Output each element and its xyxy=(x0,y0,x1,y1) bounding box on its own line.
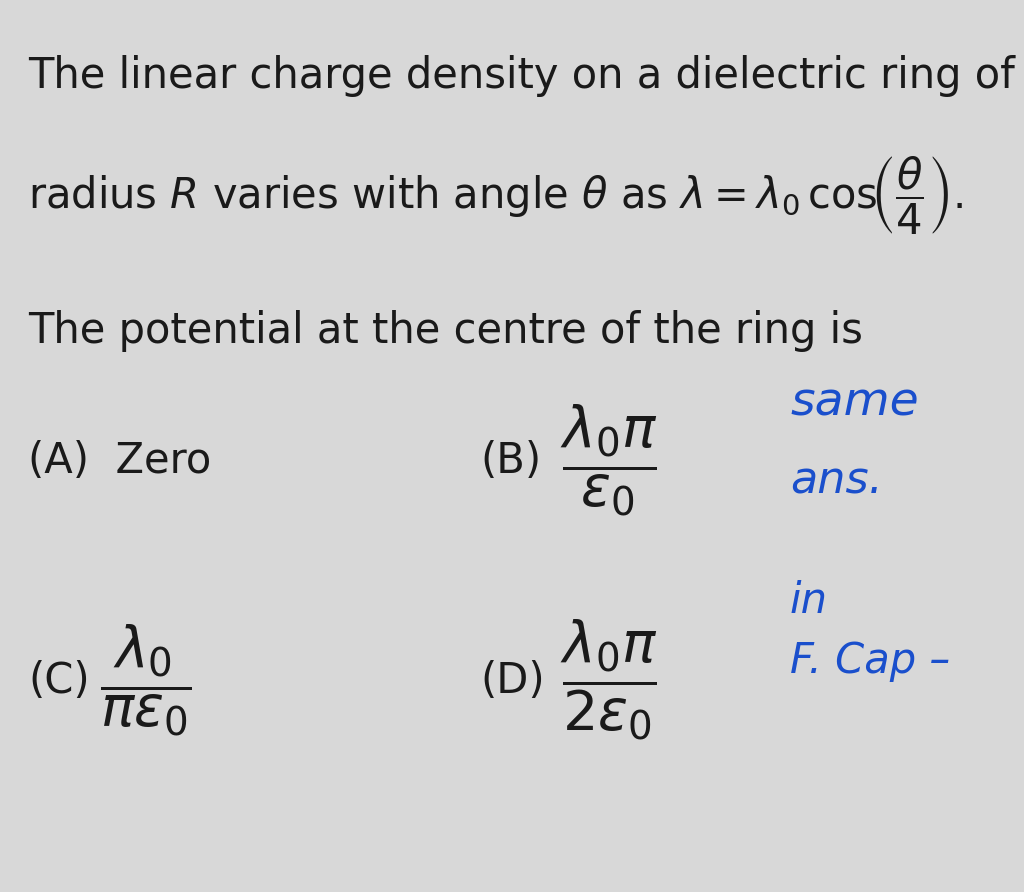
Text: (A)  Zero: (A) Zero xyxy=(28,440,211,482)
Text: The linear charge density on a dielectric ring of: The linear charge density on a dielectri… xyxy=(28,55,1015,97)
Text: F. Cap –: F. Cap – xyxy=(790,640,950,682)
Text: (D): (D) xyxy=(480,660,545,702)
Text: in: in xyxy=(790,580,828,622)
Text: $\dfrac{\lambda_0\pi}{\varepsilon_0}$: $\dfrac{\lambda_0\pi}{\varepsilon_0}$ xyxy=(560,402,657,517)
Text: (B): (B) xyxy=(480,440,541,482)
Text: (C): (C) xyxy=(28,660,90,702)
Text: radius $R$ varies with angle $\theta$ as $\lambda = \lambda_0\,\mathrm{cos}\!\le: radius $R$ varies with angle $\theta$ as… xyxy=(28,155,964,237)
Text: ans.: ans. xyxy=(790,460,883,503)
Text: The potential at the centre of the ring is: The potential at the centre of the ring … xyxy=(28,310,863,352)
Text: $\dfrac{\lambda_0\pi}{2\varepsilon_0}$: $\dfrac{\lambda_0\pi}{2\varepsilon_0}$ xyxy=(560,618,657,742)
Text: same: same xyxy=(790,380,919,425)
Text: $\dfrac{\lambda_0}{\pi\varepsilon_0}$: $\dfrac{\lambda_0}{\pi\varepsilon_0}$ xyxy=(100,623,191,738)
